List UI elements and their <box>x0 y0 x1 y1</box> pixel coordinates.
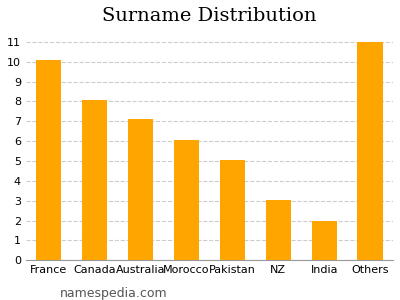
Bar <box>312 220 337 260</box>
Bar <box>220 160 245 260</box>
Bar <box>36 60 61 260</box>
Bar <box>266 200 291 260</box>
Bar <box>82 100 107 260</box>
Bar <box>358 42 383 260</box>
Text: namespedia.com: namespedia.com <box>60 287 168 300</box>
Bar <box>128 119 153 260</box>
Title: Surname Distribution: Surname Distribution <box>102 7 317 25</box>
Bar <box>174 140 199 260</box>
